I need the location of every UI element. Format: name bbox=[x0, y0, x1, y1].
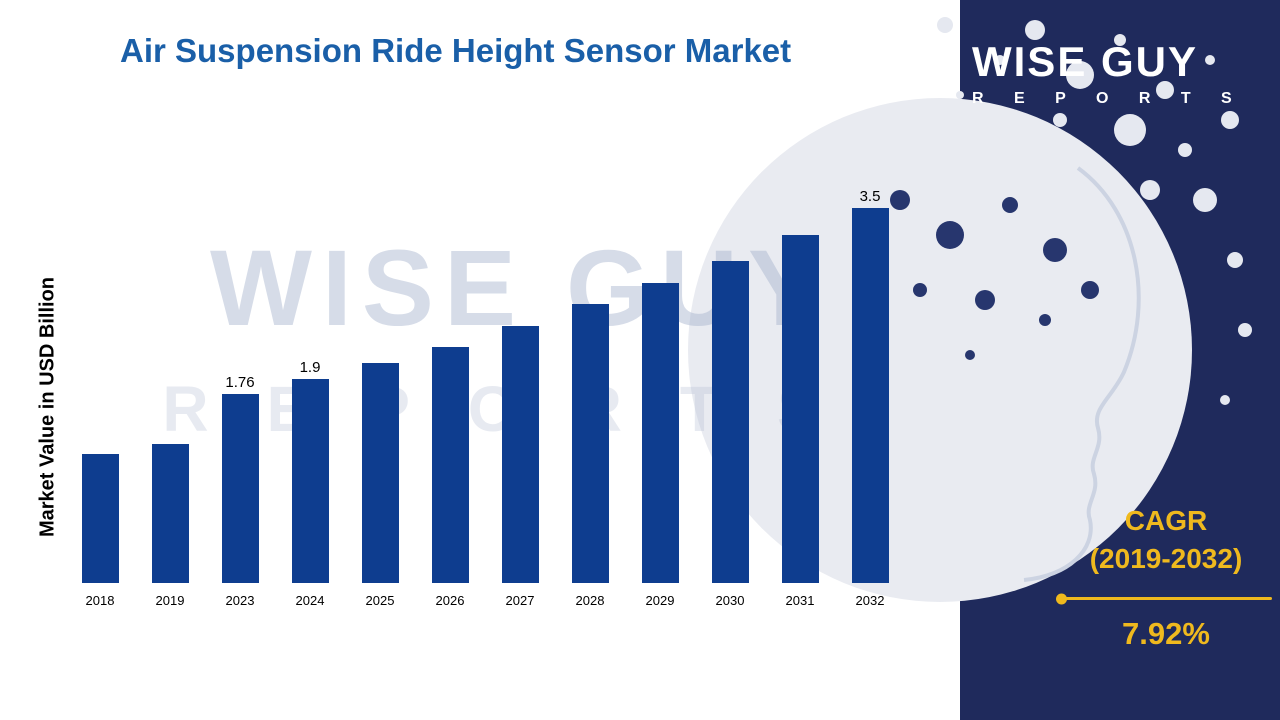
cagr-block: CAGR (2019-2032) 7.92% bbox=[1056, 505, 1272, 652]
cagr-range: (2019-2032) bbox=[1089, 543, 1243, 574]
bar-slot-2032: 3.5 2032 bbox=[848, 165, 892, 608]
bar-slot-2018: 2018 bbox=[78, 165, 122, 608]
cagr-underline-dot bbox=[1056, 593, 1067, 604]
bar-slot-2027: 2027 bbox=[498, 165, 542, 608]
y-axis-label: Market Value in USD Billion bbox=[36, 276, 59, 538]
cagr-underline bbox=[1056, 593, 1272, 604]
logo-subtitle: R E P O R T S bbox=[972, 90, 1245, 107]
bar-value-label: 3.5 bbox=[859, 187, 881, 205]
bar-slot-2025: 2025 bbox=[358, 165, 402, 608]
page-title: Air Suspension Ride Height Sensor Market bbox=[120, 32, 792, 69]
bar-slot-2030: 2030 bbox=[708, 165, 752, 608]
bar-slot-2031: 2031 bbox=[778, 165, 822, 608]
x-tick-label: 2018 bbox=[85, 593, 115, 608]
bar-2026 bbox=[431, 347, 469, 583]
bar-2018 bbox=[81, 454, 119, 583]
x-tick-label: 2027 bbox=[505, 593, 535, 608]
bar-slot-2024: 1.9 2024 bbox=[288, 165, 332, 608]
bar-value-label: 1.76 bbox=[225, 374, 255, 392]
x-tick-label: 2019 bbox=[155, 593, 185, 608]
x-tick-label: 2023 bbox=[225, 593, 255, 608]
logo: WISE GUY R E P O R T S bbox=[972, 38, 1245, 108]
bar-2031 bbox=[781, 234, 819, 583]
bar-2030 bbox=[711, 261, 749, 583]
x-tick-label: 2028 bbox=[575, 593, 605, 608]
bar-2024 bbox=[291, 379, 329, 583]
bar-value-label: 1.9 bbox=[299, 359, 321, 377]
cagr-value: 7.92% bbox=[1122, 616, 1210, 651]
bar-2028 bbox=[571, 304, 609, 583]
bar-slot-2026: 2026 bbox=[428, 165, 472, 608]
bar-slot-2028: 2028 bbox=[568, 165, 612, 608]
bar-slot-2023: 1.76 2023 bbox=[218, 165, 262, 608]
x-tick-label: 2024 bbox=[295, 593, 325, 608]
x-tick-label: 2029 bbox=[645, 593, 675, 608]
bar-2023 bbox=[221, 394, 259, 583]
x-tick-label: 2030 bbox=[715, 593, 745, 608]
bar-2019 bbox=[151, 443, 189, 583]
bar-2025 bbox=[361, 363, 399, 583]
x-tick-label: 2031 bbox=[785, 593, 815, 608]
bar-2032 bbox=[851, 207, 889, 583]
x-tick-label: 2026 bbox=[435, 593, 465, 608]
bar-2029 bbox=[641, 282, 679, 583]
bar-slot-2019: 2019 bbox=[148, 165, 192, 608]
logo-wordmark: WISE GUY bbox=[972, 38, 1199, 85]
bar-slot-2029: 2029 bbox=[638, 165, 682, 608]
x-tick-label: 2032 bbox=[855, 593, 885, 608]
x-tick-label: 2025 bbox=[365, 593, 395, 608]
bar-2027 bbox=[501, 325, 539, 583]
bar-chart: 2018 2019 1.76 2023 1.9 2024 2025 2026 2027 2028 2… bbox=[78, 165, 892, 608]
cagr-label: CAGR bbox=[1124, 505, 1208, 536]
